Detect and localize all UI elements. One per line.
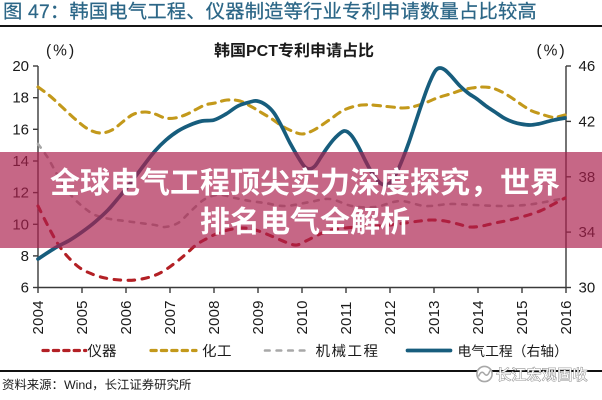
svg-text:2010: 2010 [294, 300, 311, 334]
svg-text:化工: 化工 [202, 340, 232, 361]
svg-text:20: 20 [12, 58, 29, 75]
svg-text:仪器: 仪器 [88, 340, 117, 361]
svg-text:2015: 2015 [514, 300, 531, 334]
svg-text:2008: 2008 [206, 300, 223, 334]
svg-text:2004: 2004 [30, 300, 47, 334]
svg-text:2012: 2012 [382, 300, 399, 334]
svg-text:2011: 2011 [338, 301, 355, 334]
svg-text:6: 6 [21, 280, 29, 297]
svg-text:2016: 2016 [558, 300, 575, 334]
svg-text:8: 8 [21, 248, 29, 265]
svg-text:长江宏观固收: 长江宏观固收 [496, 364, 588, 385]
svg-text:2005: 2005 [74, 300, 91, 334]
svg-text:16: 16 [12, 121, 29, 138]
svg-text:46: 46 [579, 58, 596, 75]
svg-text:2006: 2006 [118, 300, 135, 334]
svg-text:30: 30 [579, 280, 596, 297]
svg-text:2014: 2014 [470, 300, 487, 334]
svg-text:(%): (%) [46, 43, 76, 60]
svg-text:2009: 2009 [250, 300, 267, 334]
svg-text:电气工程（右轴）: 电气工程（右轴） [458, 340, 568, 360]
svg-text:机械工程: 机械工程 [316, 340, 380, 361]
svg-text:(%): (%) [537, 43, 567, 60]
svg-text:42: 42 [579, 113, 596, 130]
svg-text:2013: 2013 [426, 300, 443, 334]
svg-text:18: 18 [12, 90, 29, 107]
svg-text:韩国PCT专利申请占比: 韩国PCT专利申请占比 [214, 42, 374, 60]
svg-text:2007: 2007 [162, 300, 179, 334]
